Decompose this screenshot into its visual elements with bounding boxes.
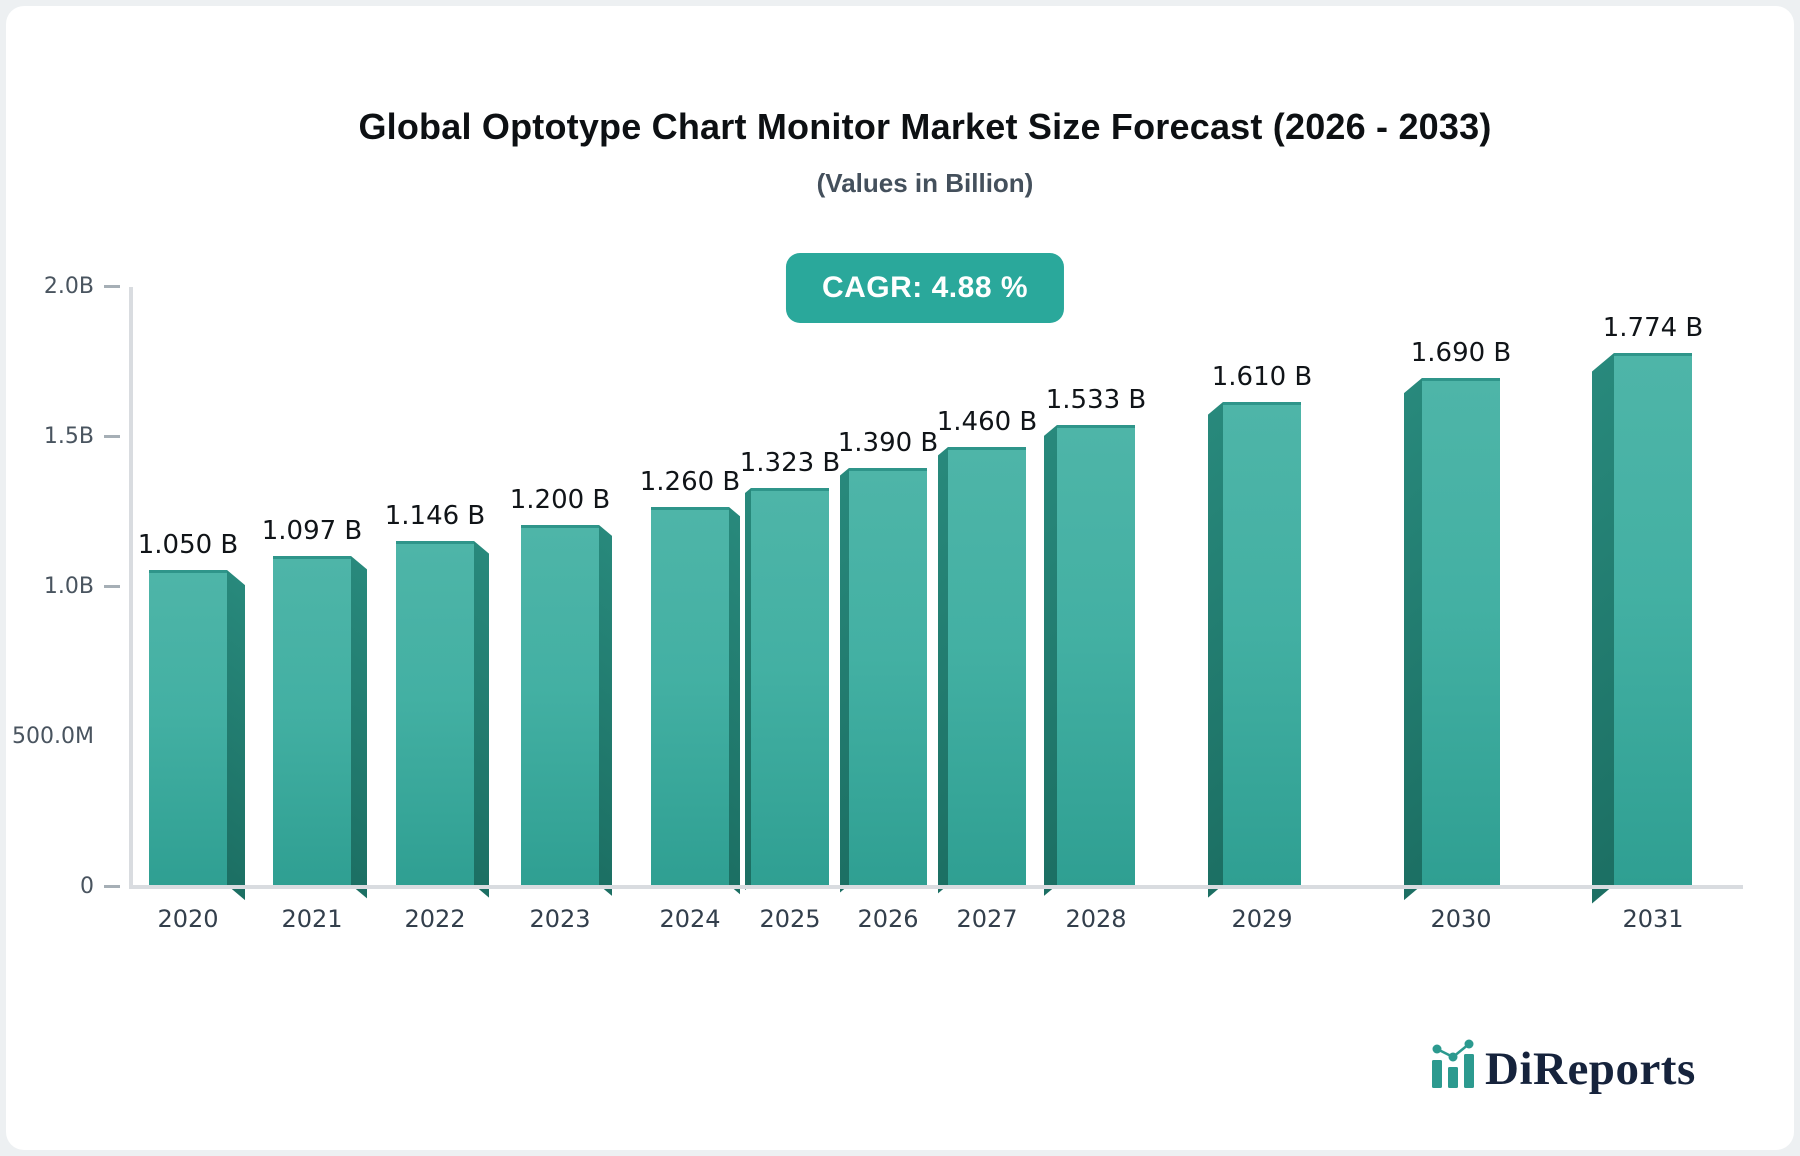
y-tick-label: 1.5B — [43, 424, 94, 449]
page-title: Global Optotype Chart Monitor Market Siz… — [358, 106, 1492, 147]
x-axis-label-2022: 2022 — [404, 905, 466, 933]
x-axis-label-2020: 2020 — [157, 905, 219, 933]
x-axis-label-2028: 2028 — [1065, 905, 1127, 933]
bar-side-face — [474, 541, 489, 898]
bar-side-face — [1404, 378, 1422, 901]
bar-2025 — [751, 488, 829, 885]
bar-side-face — [227, 570, 245, 901]
x-axis-label-2023: 2023 — [529, 905, 591, 933]
y-tick-label: 0 — [80, 874, 94, 899]
logo-text: DiReports — [1485, 1043, 1696, 1096]
bar-2020 — [149, 570, 227, 885]
bar-side-face — [599, 525, 612, 896]
x-axis-label-2027: 2027 — [956, 905, 1018, 933]
mini-bar-chart-icon — [1432, 1039, 1474, 1088]
bar-2028 — [1057, 425, 1135, 885]
bar-2022 — [396, 541, 474, 885]
bar-value-label: 1.390 B — [837, 428, 939, 458]
y-tick-dash — [104, 435, 120, 438]
bar-2027 — [948, 447, 1026, 885]
x-axis-line — [129, 885, 1743, 889]
bar-value-label: 1.146 B — [384, 501, 486, 531]
bar-value-label: 1.774 B — [1602, 313, 1704, 343]
x-axis-label-2026: 2026 — [857, 905, 919, 933]
bar-2024 — [651, 507, 729, 885]
y-tick-label: 500.0M — [12, 724, 94, 749]
bar-2026 — [849, 468, 927, 885]
y-tick-dash — [104, 585, 120, 588]
bar-side-face — [938, 447, 948, 894]
x-axis-label-2025: 2025 — [759, 905, 821, 933]
bar-value-label: 1.050 B — [137, 530, 239, 560]
bar-2031 — [1614, 353, 1692, 885]
bar-side-face — [351, 556, 367, 899]
bar-2030 — [1422, 378, 1500, 885]
bar-value-label: 1.610 B — [1211, 362, 1313, 392]
page-subtitle: (Values in Billion) — [816, 168, 1034, 198]
x-axis-label-2029: 2029 — [1231, 905, 1293, 933]
bar-side-face — [729, 507, 740, 895]
bar-side-face — [1208, 402, 1223, 898]
x-axis-label-2030: 2030 — [1430, 905, 1492, 933]
bar-side-face — [840, 468, 849, 893]
x-axis-label-2031: 2031 — [1622, 905, 1684, 933]
bar-value-label: 1.097 B — [261, 516, 363, 546]
bar-value-label: 1.323 B — [739, 448, 841, 478]
y-tick-label: 2.0B — [43, 274, 94, 299]
bar-2023 — [521, 525, 599, 885]
bar-value-label: 1.200 B — [509, 485, 611, 515]
plot-area: 1.050 B 2020 1.097 B 2021 1.146 B 2022 1.200 B… — [6, 6, 1794, 1150]
bar-value-label: 1.533 B — [1045, 385, 1147, 415]
bar-value-label: 1.460 B — [936, 407, 1038, 437]
x-axis-label-2024: 2024 — [659, 905, 721, 933]
chart-card: Global Optotype Chart Monitor Market Siz… — [6, 6, 1794, 1150]
cagr-badge: CAGR: 4.88 % — [785, 253, 1065, 323]
direports-logo: DiReports — [1430, 1034, 1696, 1096]
x-axis-label-2021: 2021 — [281, 905, 343, 933]
y-tick-dash — [104, 885, 120, 888]
bar-side-face — [1044, 425, 1057, 896]
y-tick-dash — [104, 285, 120, 288]
bar-side-face — [1592, 353, 1614, 904]
bar-value-label: 1.690 B — [1410, 338, 1512, 368]
bar-2021 — [273, 556, 351, 885]
bar-value-label: 1.260 B — [639, 467, 741, 497]
bar-2029 — [1223, 402, 1301, 885]
y-axis-line — [129, 287, 133, 889]
y-tick-label: 1.0B — [43, 574, 94, 599]
